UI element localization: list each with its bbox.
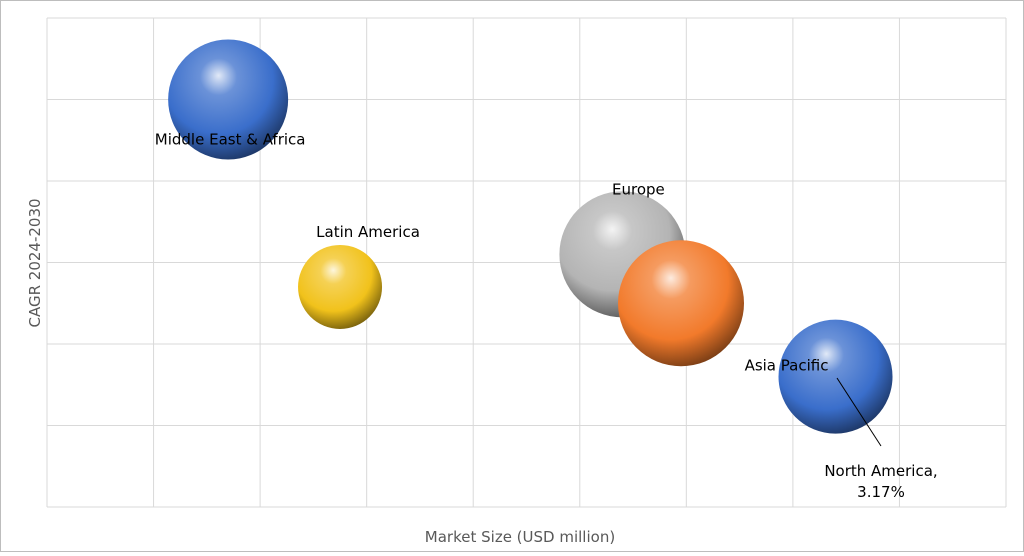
bubble-label-latin-america: Latin America [316, 223, 420, 241]
bubble-label-middle-east-africa: Middle East & Africa [155, 131, 306, 149]
bubble-north-america-3-17 [618, 240, 745, 367]
bubble-label-europe: Europe [612, 180, 665, 198]
bubble-asia-pacific [778, 319, 893, 434]
bubble-latin-america [298, 244, 383, 329]
bubble-label-north-america-3-17: North America, 3.17% [824, 462, 937, 501]
bubble-middle-east-africa [168, 39, 289, 160]
leader-line [836, 377, 882, 447]
bubble-labels: Middle East & Africa Latin America Europe N… [155, 131, 938, 502]
bubble-label-asia-pacific: Asia Pacific [745, 357, 829, 375]
bubbles [168, 39, 893, 434]
y-axis-title: CAGR 2024-2030 [26, 198, 44, 327]
x-axis-title: Market Size (USD million) [425, 528, 615, 546]
